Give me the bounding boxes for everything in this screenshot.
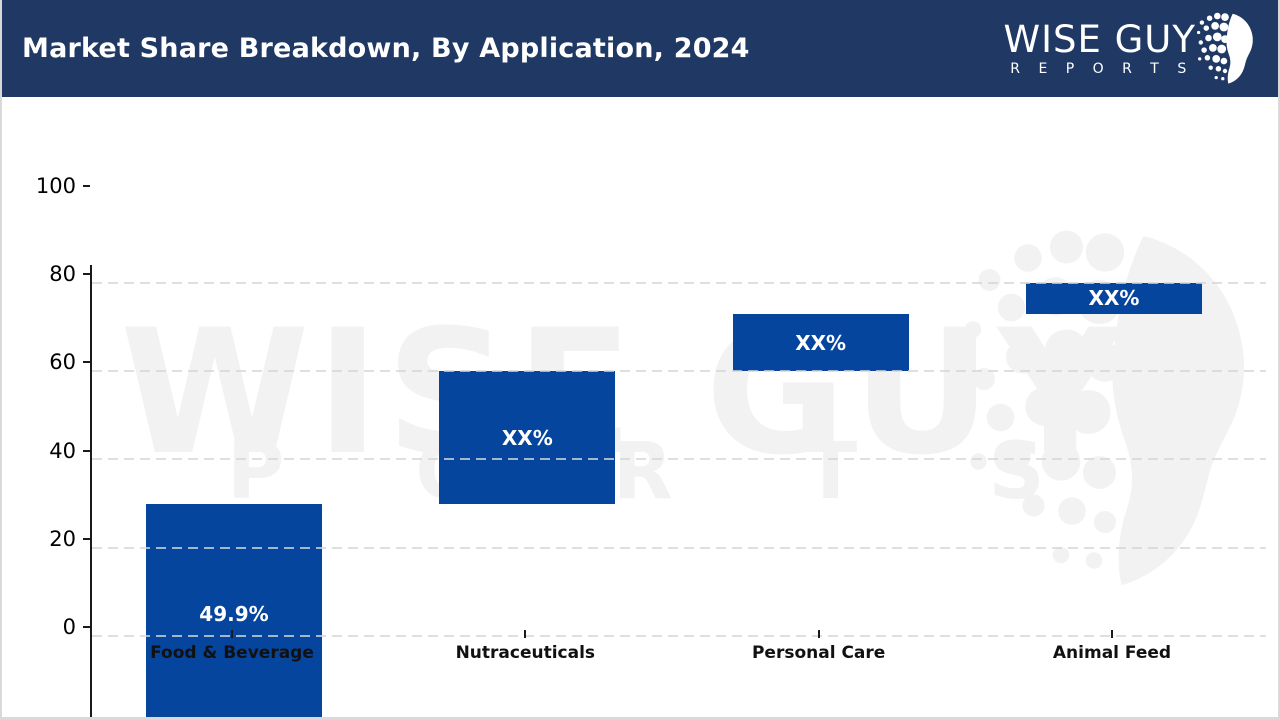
y-tick-mark: [83, 361, 90, 364]
y-tick-label-20: 20: [49, 526, 76, 551]
y-tick-label-80: 80: [49, 262, 76, 287]
bar-value-label: XX%: [501, 425, 553, 450]
gridline-40: [92, 546, 1266, 549]
y-tick-label-100: 100: [35, 173, 76, 198]
chart-canvas: WISE GUY P O R T S 49.9% XX% XX% XX% 0 20 40 6…: [2, 97, 1278, 717]
page-title: Market Share Breakdown, By Application, …: [22, 33, 750, 64]
y-tick-mark: [83, 273, 90, 276]
y-tick-label-60: 60: [49, 350, 76, 375]
logo-subtitle: R E P O R T S: [1010, 61, 1194, 77]
logo-text: WISE GUY R E P O R T S: [1004, 21, 1196, 76]
gridline-100: [92, 281, 1266, 284]
gridline-80: [92, 370, 1266, 373]
y-tick-mark: [83, 626, 90, 628]
waterfall-bar-4: XX%: [1025, 282, 1202, 314]
y-tick-mark: [83, 537, 90, 540]
gridline-20: [92, 634, 1266, 637]
x-category-label: Animal Feed: [1052, 643, 1172, 663]
x-tick-mark: [1110, 630, 1113, 638]
waterfall-bar-3: XX%: [732, 313, 909, 372]
waterfall-bar-1: 49.9%: [146, 503, 322, 717]
x-tick-mark: [524, 630, 527, 638]
logo-wordmark: WISE GUY: [1003, 18, 1196, 61]
bar-value-label: XX%: [1088, 286, 1140, 311]
y-tick-label-40: 40: [49, 438, 76, 463]
x-category-label: Personal Care: [751, 643, 886, 663]
waterfall-bar-2: XX%: [439, 371, 616, 504]
bar-value-label: 49.9%: [199, 601, 269, 626]
x-category-label: Nutraceuticals: [455, 643, 596, 663]
gridline-60: [92, 458, 1266, 461]
x-category-label: Food & Beverage: [150, 643, 314, 663]
header-bar: Market Share Breakdown, By Application, …: [2, 0, 1278, 97]
logo-head-icon: [1192, 10, 1258, 88]
x-tick-mark: [817, 630, 820, 638]
y-tick-label-0: 0: [62, 615, 76, 639]
wise-guy-reports-logo: WISE GUY R E P O R T S: [1004, 10, 1258, 88]
bar-value-label: XX%: [795, 330, 847, 355]
x-tick-mark: [231, 630, 233, 638]
y-tick-mark: [83, 449, 90, 452]
y-tick-mark: [83, 184, 90, 187]
